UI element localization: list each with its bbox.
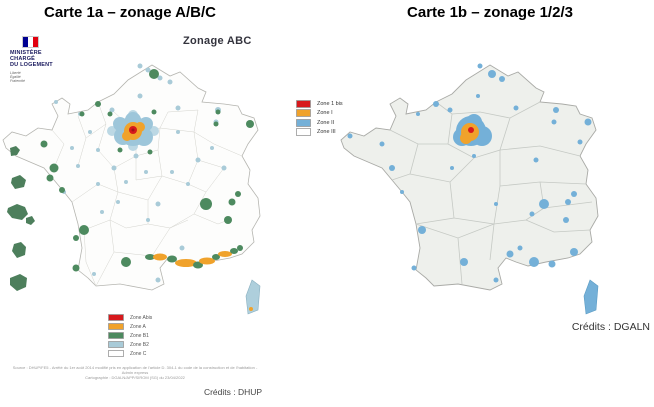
legend-label: Zone I xyxy=(317,110,333,117)
source-note: Source : DHUP/FE5 - Arrêté du 1er août 2… xyxy=(0,365,270,380)
legend-label: Zone II xyxy=(317,119,335,126)
legend-label: Zone B1 xyxy=(130,332,149,339)
dom-insets xyxy=(7,146,35,291)
legend-swatch xyxy=(296,99,311,108)
legend-123: Zone 1 bis Zone I Zone II Zone III xyxy=(296,99,343,137)
legend-swatch xyxy=(108,332,124,339)
french-flag-icon xyxy=(22,36,39,48)
source-line: Admin express xyxy=(121,370,149,375)
legend-abc: Zone Abis Zone A Zone B1 Zone B2 Zone C xyxy=(108,313,152,358)
page-title-left: Carte 1a – zonage A/B/C xyxy=(44,4,216,21)
legend-item: Zone B1 xyxy=(108,331,152,340)
ministry-motto: Liberté Égalité Fraternité xyxy=(10,71,80,83)
ministry-name: MINISTÈRE CHARGÉ DU LOGEMENT xyxy=(10,50,80,68)
france-map-123 xyxy=(340,63,599,315)
page-title-right: Carte 1b – zonage 1/2/3 xyxy=(407,4,573,21)
legend-label: Zone A xyxy=(130,323,146,330)
ministry-logo: MINISTÈRE CHARGÉ DU LOGEMENT Liberté Éga… xyxy=(10,36,80,83)
legend-swatch xyxy=(108,314,124,321)
motto-line: Fraternité xyxy=(10,79,25,83)
ministry-line: MINISTÈRE xyxy=(10,50,42,56)
legend-item: Zone C xyxy=(108,349,152,358)
credits-left: Crédits : DHUP xyxy=(203,387,263,397)
motto-line: Liberté xyxy=(10,71,21,75)
legend-swatch xyxy=(296,109,311,118)
legend-label: Zone III xyxy=(317,129,336,136)
legend-item: Zone II xyxy=(296,118,343,128)
legend-swatch xyxy=(108,323,124,330)
credits-right: Crédits : DGALN xyxy=(571,321,650,333)
source-line: Source : DHUP/FE5 - Arrêté du 1er août 2… xyxy=(12,365,258,370)
legend-swatch xyxy=(108,350,124,357)
legend-label: Zone C xyxy=(130,350,147,357)
ministry-line: CHARGÉ xyxy=(10,56,36,62)
legend-item: Zone III xyxy=(296,128,343,138)
legend-item: Zone A xyxy=(108,322,152,331)
legend-label: Zone Abis xyxy=(130,314,153,321)
france-map-abc xyxy=(2,63,261,315)
legend-item: Zone I xyxy=(296,109,343,119)
legend-item: Zone B2 xyxy=(108,340,152,349)
ministry-line: DU LOGEMENT xyxy=(10,62,53,68)
legend-swatch xyxy=(296,128,311,137)
legend-item: Zone Abis xyxy=(108,313,152,322)
legend-item: Zone 1 bis xyxy=(296,99,343,109)
source-line: Cartographie : DGALN/APP/SIROM (SG) du 2… xyxy=(85,375,185,380)
legend-swatch xyxy=(108,341,124,348)
legend-label: Zone B2 xyxy=(130,341,149,348)
map-title-abc: Zonage ABC xyxy=(183,35,252,47)
legend-swatch xyxy=(296,118,311,127)
motto-line: Égalité xyxy=(10,75,21,79)
legend-label: Zone 1 bis xyxy=(317,100,343,107)
